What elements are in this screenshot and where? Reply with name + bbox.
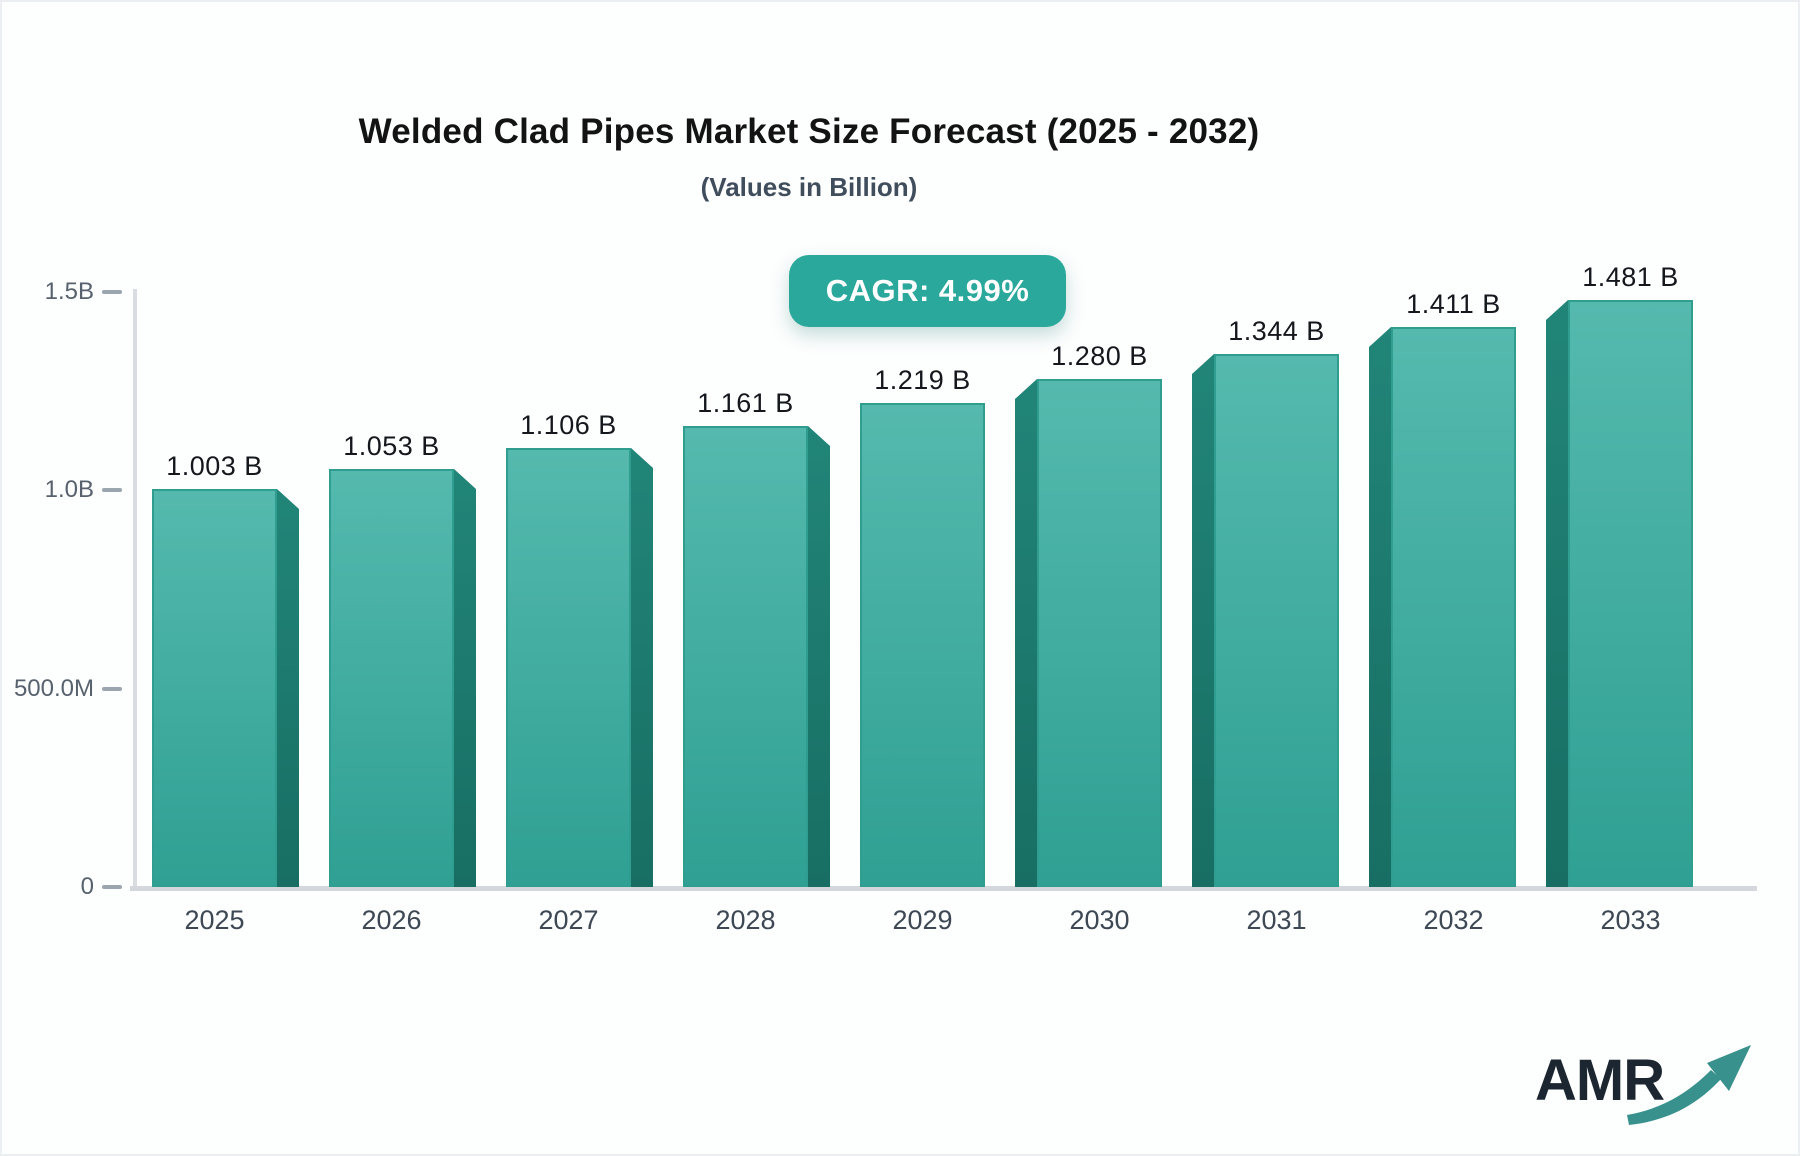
bar-side-face (1369, 327, 1391, 887)
bar-value-label: 1.003 B (166, 451, 263, 481)
y-tick (102, 686, 122, 691)
bar-value-label: 1.219 B (874, 365, 971, 395)
bar-side-face (454, 469, 476, 887)
x-tick-label: 2032 (1423, 905, 1484, 935)
bar-value-label: 1.344 B (1228, 316, 1325, 346)
bar-side-face (1546, 300, 1568, 887)
bar[interactable] (1037, 379, 1162, 887)
bar-side-face (808, 426, 830, 887)
y-tick (102, 488, 122, 493)
bar[interactable] (1568, 300, 1693, 887)
cagr-badge-label: CAGR: 4.99% (825, 273, 1030, 308)
bar-side-face (631, 448, 653, 887)
bar[interactable] (683, 426, 808, 887)
bar[interactable] (1214, 354, 1339, 887)
bar-side-face (1192, 354, 1214, 887)
growth-arrow-icon (1627, 1045, 1751, 1125)
logo-text: AMR (1535, 1048, 1665, 1113)
amr-logo: AMR (1535, 1045, 1765, 1137)
bar-value-label: 1.280 B (1051, 341, 1148, 371)
bar[interactable] (860, 403, 985, 887)
y-axis-line (133, 289, 137, 890)
bar[interactable] (329, 469, 454, 887)
bar-value-label: 1.481 B (1582, 262, 1679, 292)
x-axis-line (130, 886, 1757, 891)
x-tick-label: 2026 (361, 905, 422, 935)
bar[interactable] (506, 448, 631, 887)
page-subtitle: (Values in Billion) (700, 172, 918, 202)
x-tick-label: 2031 (1246, 905, 1307, 935)
y-tick-label: 1.0B (44, 476, 94, 504)
page-title: Welded Clad Pipes Market Size Forecast (… (358, 112, 1260, 151)
y-tick-label: 0 (80, 873, 94, 900)
bar-side-face (277, 489, 299, 887)
x-tick-label: 2029 (892, 905, 953, 935)
bar[interactable] (152, 489, 277, 887)
y-tick-label: 1.5B (44, 278, 94, 305)
x-tick-label: 2025 (184, 905, 245, 935)
cagr-badge: CAGR: 4.99% (789, 255, 1066, 327)
y-tick-label: 500.0M (13, 674, 94, 702)
bar-value-label: 1.161 B (697, 388, 794, 418)
bar-side-face (1015, 379, 1037, 887)
x-tick-label: 2030 (1069, 905, 1130, 935)
bar-value-label: 1.106 B (520, 410, 617, 440)
y-tick (102, 885, 122, 889)
bar-value-label: 1.053 B (343, 431, 440, 461)
x-tick-label: 2028 (715, 905, 776, 935)
y-tick (102, 290, 122, 294)
bar[interactable] (1391, 327, 1516, 887)
x-tick-label: 2033 (1600, 905, 1661, 935)
bar-value-label: 1.411 B (1406, 289, 1501, 319)
x-tick-label: 2027 (538, 905, 599, 935)
